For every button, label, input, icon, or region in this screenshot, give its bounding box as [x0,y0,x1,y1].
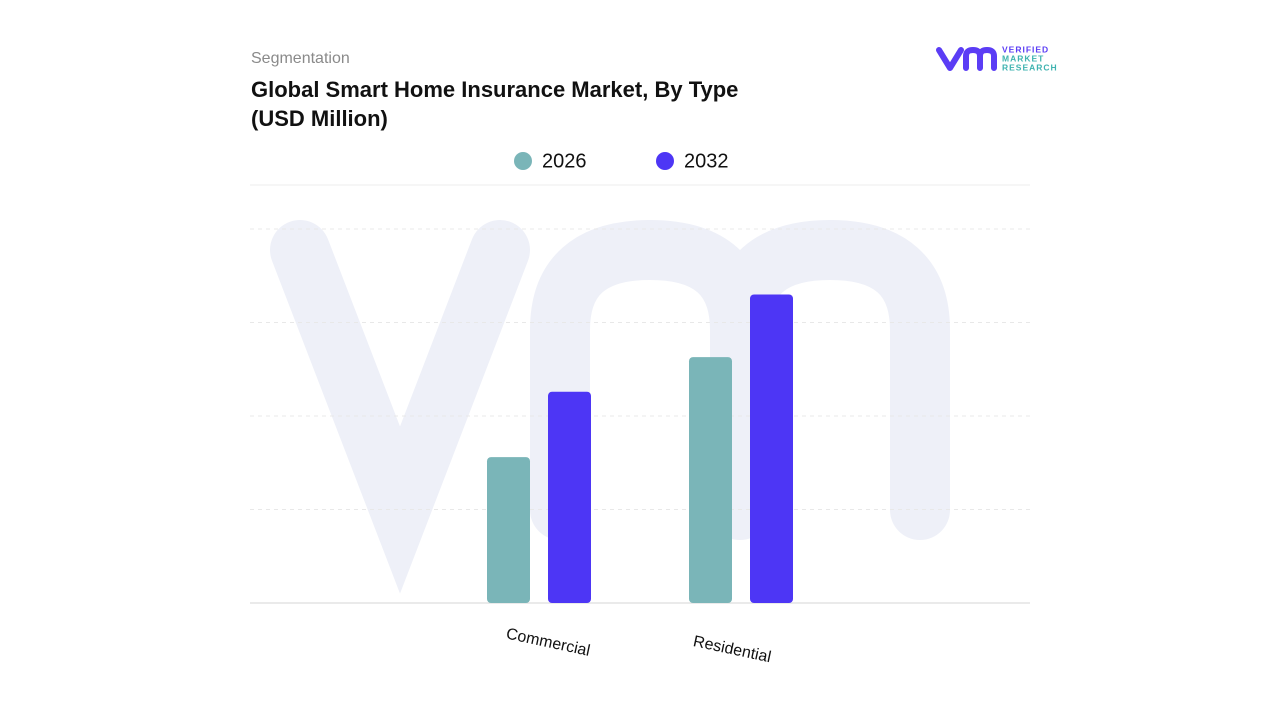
bar [689,357,732,603]
legend-swatch [514,152,532,170]
legend-label: 2026 [542,150,587,172]
watermark [270,219,950,594]
bar [548,391,591,603]
x-tick-label: Residential [692,633,773,666]
legend-label: 2032 [684,150,729,172]
subtitle: Segmentation [251,50,350,67]
x-tick-label: Commercial [505,626,592,660]
logo-text: RESEARCH [1002,62,1058,72]
legend-swatch [656,152,674,170]
logo-text: VERIFIED [1002,44,1049,54]
chart-title: Global Smart Home Insurance Market, By T… [251,77,739,131]
bar [750,294,793,603]
logo-text: MARKET [1002,53,1044,63]
logo-mark [936,47,997,71]
bar [487,457,530,603]
